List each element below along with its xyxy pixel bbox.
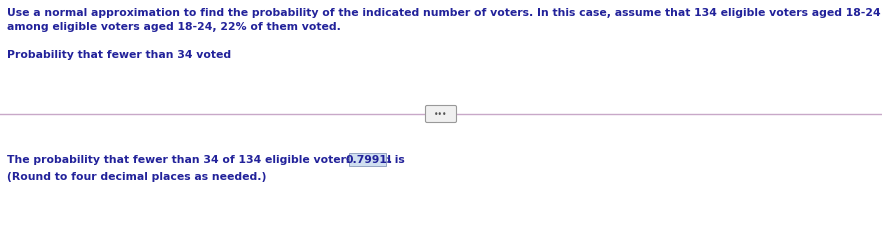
- Text: The probability that fewer than 34 of 134 eligible voters voted is: The probability that fewer than 34 of 13…: [7, 154, 412, 164]
- Text: among eligible voters aged 18-24, 22% of them voted.: among eligible voters aged 18-24, 22% of…: [7, 22, 340, 32]
- FancyBboxPatch shape: [425, 106, 457, 123]
- Text: •••: •••: [434, 110, 448, 119]
- Text: 0.7991: 0.7991: [346, 154, 387, 164]
- Text: .: .: [388, 154, 392, 164]
- Text: Use a normal approximation to find the probability of the indicated number of vo: Use a normal approximation to find the p…: [7, 8, 882, 18]
- FancyBboxPatch shape: [349, 154, 385, 166]
- Text: (Round to four decimal places as needed.): (Round to four decimal places as needed.…: [7, 171, 266, 181]
- Text: Probability that fewer than 34 voted: Probability that fewer than 34 voted: [7, 50, 231, 60]
